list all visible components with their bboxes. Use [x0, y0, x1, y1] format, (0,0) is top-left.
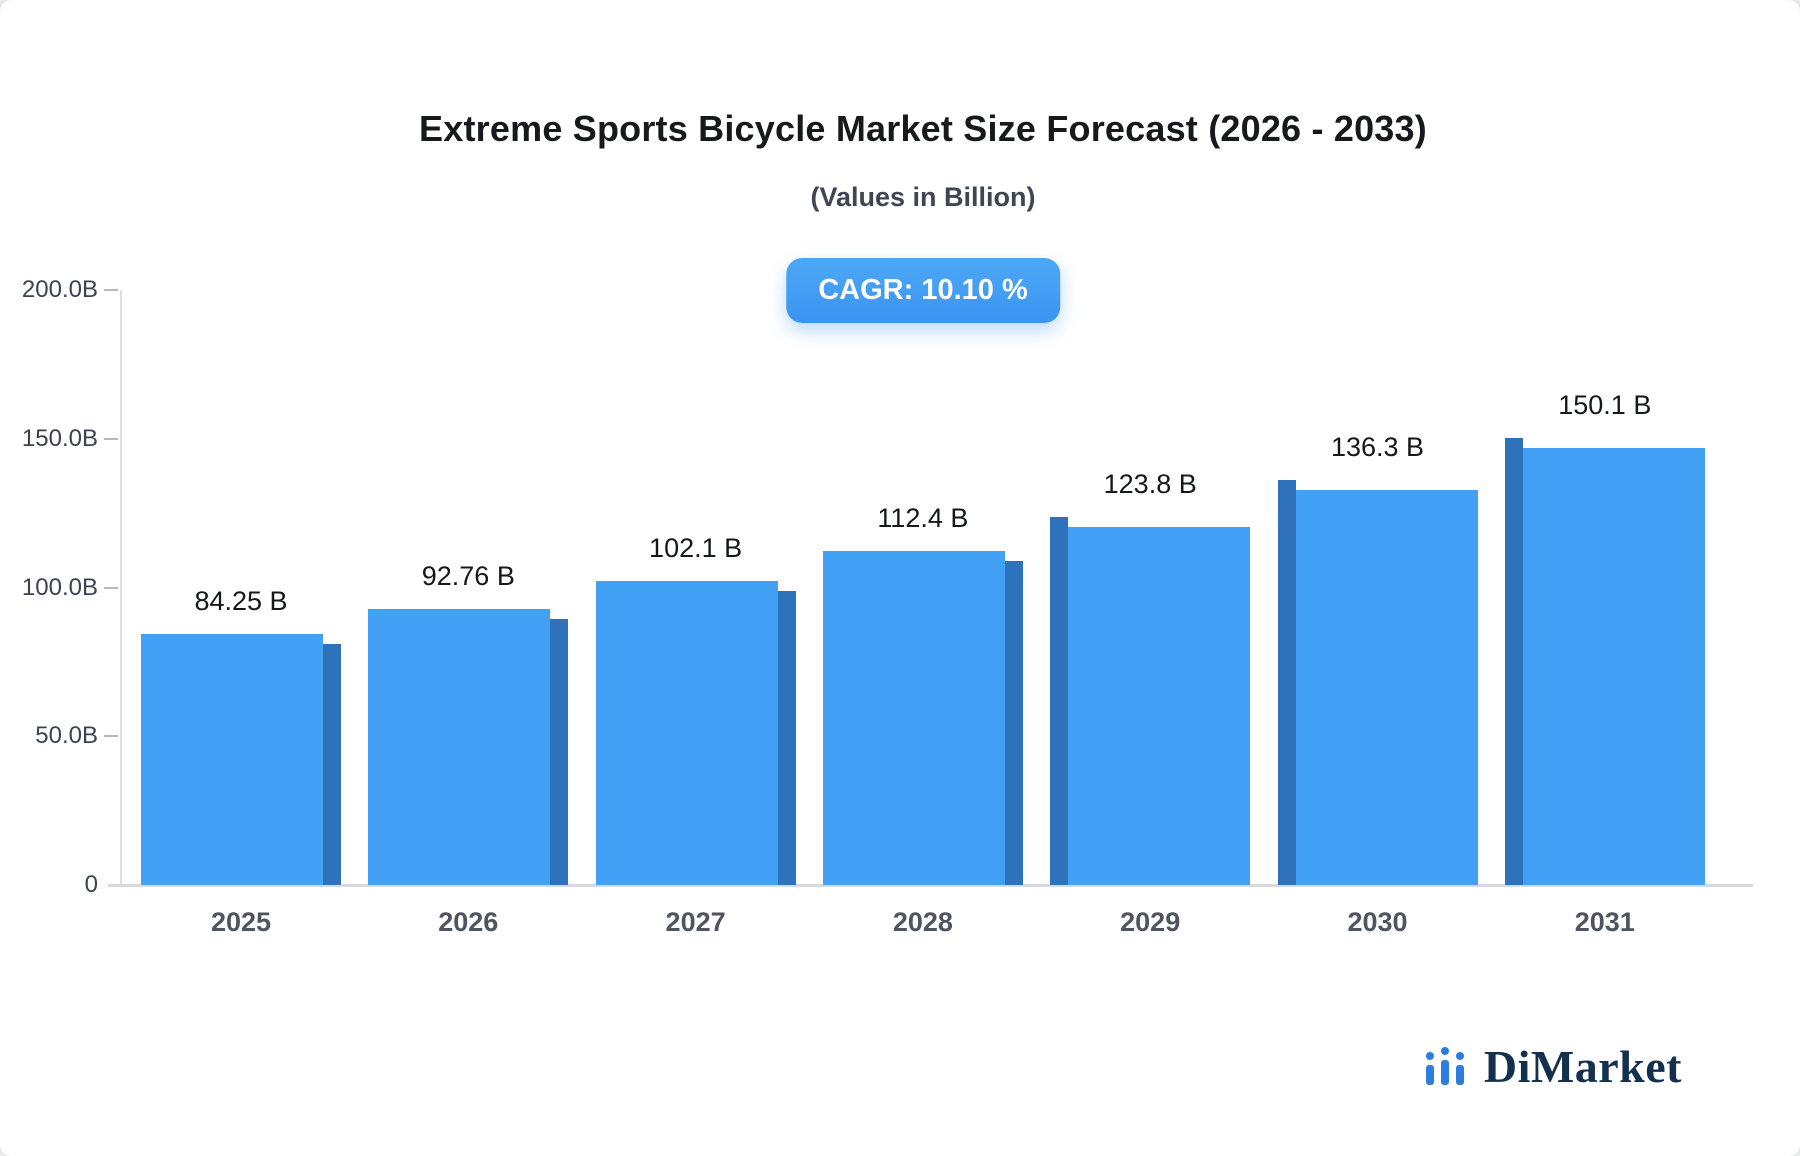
- brand-logo: DiMarket: [1422, 1040, 1682, 1093]
- y-tick-label: 150.0B: [21, 424, 98, 452]
- bar: [1050, 516, 1251, 885]
- bar: [1504, 438, 1705, 885]
- x-tick-label: 2030: [1347, 907, 1408, 937]
- x-tick-label: 2025: [210, 907, 272, 937]
- x-axis-line: [108, 884, 1753, 887]
- y-tick-label: 50.0B: [35, 722, 98, 750]
- bar-value-label: 136.3 B: [1330, 431, 1425, 462]
- bar-value-label: 92.76 B: [421, 561, 515, 592]
- y-tick-label: 100.0B: [21, 573, 98, 601]
- bar-value-label: 123.8 B: [1103, 468, 1197, 499]
- y-tick-label: 200.0B: [21, 276, 98, 303]
- bar-side-face: [323, 644, 341, 885]
- bar-front-face: [822, 550, 1005, 885]
- x-tick-label: 2028: [892, 907, 953, 937]
- bar-side-face: [777, 591, 796, 885]
- bar-front-face: [141, 634, 323, 885]
- bar-front-face: [1295, 489, 1478, 885]
- y-tick-dash: [104, 735, 118, 738]
- bar: [368, 609, 569, 885]
- bar-side-face: [1504, 438, 1523, 885]
- bar-front-face: [595, 581, 778, 885]
- x-tick-label: 2031: [1574, 907, 1635, 937]
- chart-title: Extreme Sports Bicycle Market Size Forec…: [419, 108, 1427, 149]
- bar-front-face: [1068, 526, 1251, 885]
- bar-value-label: 84.25 B: [194, 586, 288, 617]
- chart-subtitle: (Values in Billion): [810, 182, 1036, 212]
- bar-value-label: 150.1 B: [1558, 390, 1652, 421]
- y-tick-dash: [104, 586, 118, 589]
- dimarket-bars-icon: [1422, 1043, 1470, 1091]
- x-tick-label: 2029: [1120, 907, 1181, 937]
- bar: [595, 581, 796, 885]
- bar: [822, 550, 1023, 885]
- bar-value-label: 102.1 B: [649, 533, 743, 564]
- brand-name: DiMarket: [1483, 1041, 1682, 1092]
- bar-side-face: [1277, 479, 1296, 885]
- bar-side-face: [550, 619, 569, 885]
- bar: [1277, 479, 1478, 885]
- bar-side-face: [1050, 516, 1069, 885]
- bar-side-face: [1004, 560, 1023, 885]
- cagr-badge: CAGR: 10.10 %: [786, 258, 1060, 323]
- y-tick-label: 0: [84, 871, 98, 898]
- x-tick-label: 2027: [665, 907, 726, 937]
- bar-value-label: 112.4 B: [877, 502, 969, 533]
- x-tick-label: 2026: [438, 907, 499, 937]
- y-axis-line: [120, 290, 122, 885]
- bar-front-face: [1522, 448, 1705, 885]
- y-tick-dash: [104, 289, 118, 291]
- bar-front-face: [368, 609, 551, 885]
- y-tick-dash: [104, 437, 118, 440]
- bar: [141, 634, 341, 885]
